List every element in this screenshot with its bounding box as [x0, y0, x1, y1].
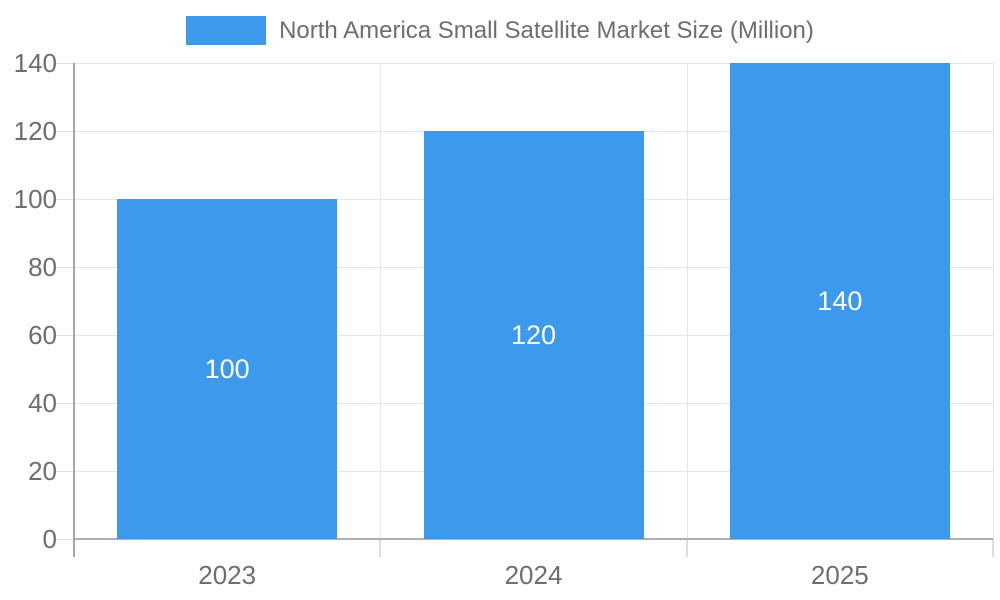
bar-value-label-2023: 100: [204, 354, 250, 384]
y-tick-0: [56, 539, 74, 540]
x-tick-label-2025: 2025: [810, 560, 869, 590]
legend-series-label: North America Small Satellite Market Siz…: [279, 16, 814, 44]
bar-2023[interactable]: [117, 199, 338, 539]
y-tick-140: [56, 63, 74, 64]
y-tick-label-0: 0: [42, 524, 57, 554]
y-tick-label-60: 60: [28, 320, 57, 350]
x-boundary-gridline-2: [686, 63, 688, 539]
chart-legend: North America Small Satellite Market Siz…: [0, 16, 1000, 45]
y-tick-label-140: 140: [13, 48, 57, 78]
y-axis-line: [73, 63, 75, 557]
y-tick-60: [56, 335, 74, 336]
y-tick-20: [56, 471, 74, 472]
bar-2024[interactable]: [423, 131, 644, 539]
legend-swatch: [186, 16, 267, 45]
bar-value-label-2024: 120: [510, 320, 557, 350]
x-boundary-gridline-1: [380, 63, 382, 539]
x-tick-3: [992, 539, 994, 557]
y-tick-100: [56, 199, 74, 200]
y-tick-80: [56, 267, 74, 268]
x-tick-label-2024: 2024: [504, 560, 563, 590]
y-tick-40: [56, 403, 74, 404]
y-tick-120: [56, 131, 74, 132]
y-tick-label-120: 120: [13, 116, 57, 146]
y-tick-label-80: 80: [28, 252, 57, 282]
bar-2025[interactable]: [729, 63, 950, 539]
y-gridline-140: [74, 63, 993, 64]
y-tick-label-20: 20: [28, 456, 57, 486]
x-tick-label-2023: 2023: [198, 560, 257, 590]
bar-value-label-2025: 140: [817, 286, 863, 316]
x-tick-1: [379, 539, 382, 557]
x-axis-baseline: [74, 538, 993, 540]
x-boundary-gridline-3: [993, 63, 994, 539]
y-tick-label-100: 100: [13, 184, 57, 214]
x-tick-2: [685, 539, 688, 557]
y-tick-label-40: 40: [28, 388, 57, 418]
